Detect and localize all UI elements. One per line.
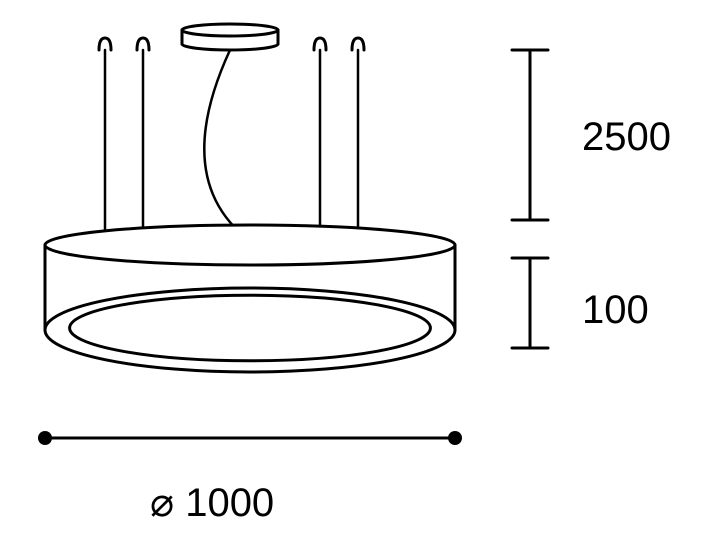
lamp-dimension-diagram [0,0,712,560]
dim-suspension-height: 2500 [582,115,671,160]
dim-body-height: 100 [582,288,649,333]
dim-diameter: ⌀ 1000 [150,480,274,526]
